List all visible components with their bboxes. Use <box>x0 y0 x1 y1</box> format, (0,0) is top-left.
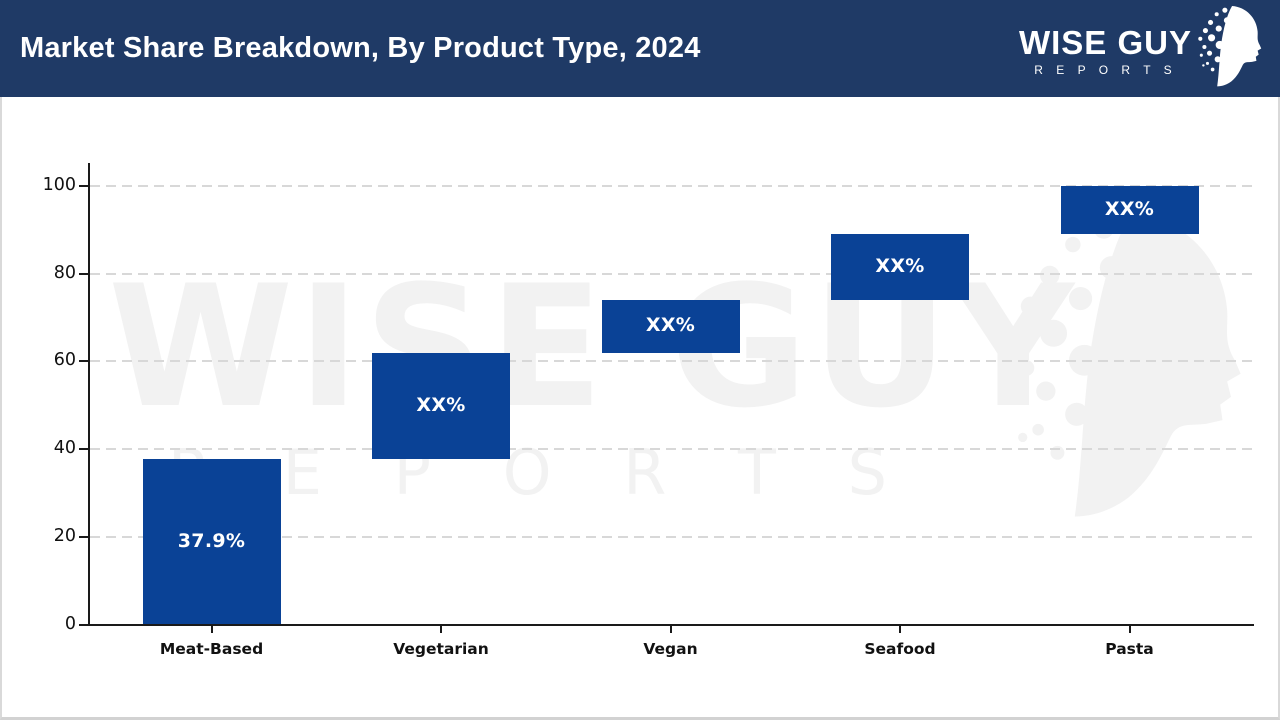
y-tick-label: 0 <box>64 614 76 634</box>
y-tick <box>79 624 88 626</box>
bar-value-label: XX% <box>1104 197 1155 220</box>
y-tick <box>79 184 88 187</box>
gridline <box>90 360 1254 363</box>
gridline <box>90 448 1254 451</box>
wiseguy-logo-text: WISE GUY R E P O R T S <box>1018 24 1192 77</box>
bar-value-label: 37.9% <box>177 529 246 552</box>
x-axis-label: Meat-Based <box>159 640 264 658</box>
y-tick-label: 20 <box>53 526 76 547</box>
bar-segment: XX% <box>1060 185 1199 235</box>
x-axis-spine <box>88 624 1254 626</box>
gridline <box>90 272 1254 275</box>
wiseguy-logo: WISE GUY R E P O R T S <box>1019 4 1266 90</box>
gridline <box>90 536 1254 539</box>
bar-segment: XX% <box>601 299 740 353</box>
header-bar: Market Share Breakdown, By Product Type,… <box>0 0 1280 97</box>
y-tick <box>79 536 88 539</box>
logo-subtitle: R E P O R T S <box>1034 62 1177 77</box>
bar-value-label: XX% <box>416 393 466 416</box>
page-title: Market Share Breakdown, By Product Type,… <box>20 32 701 64</box>
x-axis-label: Pasta <box>1105 640 1154 658</box>
y-axis-spine <box>88 163 90 626</box>
gridline <box>90 184 1254 187</box>
bar-segment: 37.9% <box>142 458 281 625</box>
x-tick <box>440 626 442 633</box>
x-axis-label: Seafood <box>864 640 936 658</box>
logo-wordmark: WISE GUY <box>1018 24 1192 61</box>
x-axis-label: Vegan <box>643 640 698 658</box>
y-tick-label: 80 <box>53 262 76 283</box>
bar-segment: XX% <box>831 234 969 300</box>
bar-value-label: XX% <box>875 254 925 277</box>
x-tick <box>210 626 213 633</box>
y-tick-label: 40 <box>53 438 76 459</box>
bar-segment: XX% <box>372 352 510 459</box>
y-tick <box>79 272 88 275</box>
y-tick <box>79 448 88 451</box>
page-border <box>0 97 1280 720</box>
x-axis-label: Vegetarian <box>393 640 489 658</box>
y-tick-label: 60 <box>53 350 76 371</box>
x-tick <box>899 626 901 633</box>
x-tick <box>669 626 672 633</box>
y-tick <box>79 360 88 363</box>
wiseguy-head-icon <box>1198 6 1262 87</box>
x-tick <box>1128 626 1131 633</box>
y-tick-label: 100 <box>42 174 76 195</box>
bar-value-label: XX% <box>645 314 696 337</box>
